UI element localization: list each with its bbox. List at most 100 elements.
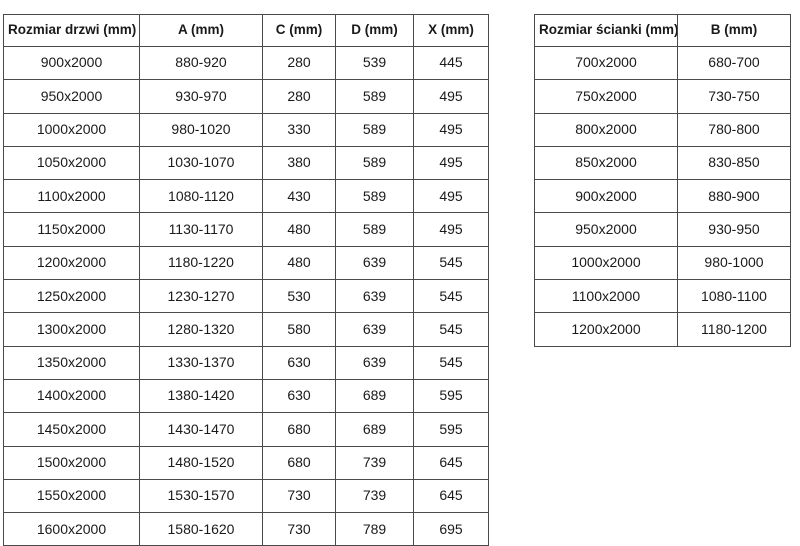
table-row: 850x2000 830-850 (534, 145, 791, 181)
doors-cell-r3-c0: 1050x2000 (3, 145, 140, 181)
wall-cell-r2-c0: 800x2000 (534, 112, 678, 147)
wall-cell-r5-c0: 950x2000 (534, 212, 678, 247)
doors-cell-r8-c3: 639 (335, 312, 414, 347)
table-row: 1100x2000 1080-1120 430 589 495 (3, 179, 489, 214)
table-row: 1150x2000 1130-1170 480 589 495 (3, 212, 489, 247)
wall-column-header-1: B (mm) (677, 14, 791, 47)
doors-cell-r9-c2: 630 (262, 345, 336, 380)
doors-cell-r9-c3: 639 (335, 345, 414, 380)
table-row: 1500x2000 1480-1520 680 739 645 (3, 445, 489, 480)
table-row: 1600x2000 1580-1620 730 789 695 (3, 512, 489, 546)
doors-cell-r13-c1: 1530-1570 (139, 478, 263, 514)
doors-cell-r9-c4: 545 (413, 345, 489, 380)
wall-cell-r3-c0: 850x2000 (534, 145, 678, 181)
doors-table-header: Rozmiar drzwi (mm) A (mm) C (mm) D (mm) X (m… (3, 14, 489, 47)
doors-cell-r5-c1: 1130-1170 (139, 212, 263, 247)
table-row: 1200x2000 1180-1220 480 639 545 (3, 245, 489, 281)
table-row: 800x2000 780-800 (534, 112, 791, 147)
doors-cell-r13-c2: 730 (262, 478, 336, 514)
doors-cell-r14-c1: 1580-1620 (139, 512, 263, 546)
doors-cell-r10-c2: 630 (262, 378, 336, 414)
doors-cell-r3-c4: 495 (413, 145, 489, 181)
doors-cell-r0-c4: 445 (413, 45, 489, 81)
doors-cell-r11-c4: 595 (413, 412, 489, 447)
doors-cell-r4-c3: 589 (335, 179, 414, 214)
doors-cell-r5-c0: 1150x2000 (3, 212, 140, 247)
doors-cell-r3-c1: 1030-1070 (139, 145, 263, 181)
doors-cell-r6-c3: 639 (335, 245, 414, 281)
wall-column-header-0: Rozmiar ścianki (mm) (534, 14, 678, 47)
table-row: 1000x2000 980-1000 (534, 245, 791, 281)
doors-cell-r1-c0: 950x2000 (3, 79, 140, 114)
table-row: 950x2000 930-970 280 589 495 (3, 79, 489, 114)
doors-cell-r4-c0: 1100x2000 (3, 179, 140, 214)
table-row: 900x2000 880-900 (534, 179, 791, 214)
table-row: 700x2000 680-700 (534, 45, 791, 81)
doors-cell-r14-c4: 695 (413, 512, 489, 546)
shower-door-size-table: Rozmiar drzwi (mm) A (mm) C (mm) D (mm) X (m… (3, 14, 489, 546)
doors-cell-r2-c3: 589 (335, 112, 414, 147)
doors-column-header-2: C (mm) (262, 14, 336, 47)
table-row: 1200x2000 1180-1200 (534, 312, 791, 347)
doors-cell-r10-c1: 1380-1420 (139, 378, 263, 414)
wall-cell-r7-c0: 1100x2000 (534, 279, 678, 314)
doors-cell-r6-c4: 545 (413, 245, 489, 281)
doors-cell-r7-c1: 1230-1270 (139, 279, 263, 314)
doors-cell-r3-c2: 380 (262, 145, 336, 181)
doors-cell-r10-c0: 1400x2000 (3, 378, 140, 414)
doors-cell-r1-c1: 930-970 (139, 79, 263, 114)
table-row: 950x2000 930-950 (534, 212, 791, 247)
table-row: 750x2000 730-750 (534, 79, 791, 114)
doors-cell-r10-c4: 595 (413, 378, 489, 414)
wall-cell-r6-c1: 980-1000 (677, 245, 791, 281)
doors-cell-r9-c1: 1330-1370 (139, 345, 263, 380)
table-row: 1400x2000 1380-1420 630 689 595 (3, 378, 489, 414)
table-row: 1250x2000 1230-1270 530 639 545 (3, 279, 489, 314)
doors-cell-r4-c1: 1080-1120 (139, 179, 263, 214)
wall-cell-r6-c0: 1000x2000 (534, 245, 678, 281)
doors-column-header-3: D (mm) (335, 14, 414, 47)
doors-cell-r10-c3: 689 (335, 378, 414, 414)
doors-cell-r7-c2: 530 (262, 279, 336, 314)
doors-cell-r0-c1: 880-920 (139, 45, 263, 81)
doors-cell-r6-c0: 1200x2000 (3, 245, 140, 281)
doors-cell-r2-c1: 980-1020 (139, 112, 263, 147)
doors-cell-r13-c4: 645 (413, 478, 489, 514)
doors-column-header-4: X (mm) (413, 14, 489, 47)
doors-cell-r8-c2: 580 (262, 312, 336, 347)
doors-cell-r14-c2: 730 (262, 512, 336, 546)
doors-cell-r11-c0: 1450x2000 (3, 412, 140, 447)
doors-cell-r0-c0: 900x2000 (3, 45, 140, 81)
doors-cell-r7-c0: 1250x2000 (3, 279, 140, 314)
doors-cell-r2-c0: 1000x2000 (3, 112, 140, 147)
doors-column-header-1: A (mm) (139, 14, 263, 47)
doors-cell-r1-c4: 495 (413, 79, 489, 114)
wall-cell-r4-c1: 880-900 (677, 179, 791, 214)
wall-table-body: 700x2000 680-700 750x2000 730-750 800x2000 78… (534, 45, 791, 347)
wall-cell-r0-c1: 680-700 (677, 45, 791, 81)
doors-cell-r5-c3: 589 (335, 212, 414, 247)
table-header-row: Rozmiar drzwi (mm) A (mm) C (mm) D (mm) X (m… (3, 14, 489, 47)
doors-cell-r8-c4: 545 (413, 312, 489, 347)
specification-tables-container: Rozmiar drzwi (mm) A (mm) C (mm) D (mm) X (m… (3, 14, 791, 546)
doors-cell-r8-c0: 1300x2000 (3, 312, 140, 347)
wall-cell-r0-c0: 700x2000 (534, 45, 678, 81)
doors-cell-r12-c0: 1500x2000 (3, 445, 140, 480)
wall-cell-r2-c1: 780-800 (677, 112, 791, 147)
doors-cell-r11-c3: 689 (335, 412, 414, 447)
doors-cell-r1-c3: 589 (335, 79, 414, 114)
doors-cell-r3-c3: 589 (335, 145, 414, 181)
doors-cell-r1-c2: 280 (262, 79, 336, 114)
shower-wall-size-table: Rozmiar ścianki (mm) B (mm) 700x2000 680-7… (534, 14, 791, 347)
wall-table-header: Rozmiar ścianki (mm) B (mm) (534, 14, 791, 47)
doors-cell-r0-c3: 539 (335, 45, 414, 81)
doors-cell-r12-c1: 1480-1520 (139, 445, 263, 480)
doors-cell-r14-c0: 1600x2000 (3, 512, 140, 546)
doors-column-header-0: Rozmiar drzwi (mm) (3, 14, 140, 47)
doors-cell-r4-c4: 495 (413, 179, 489, 214)
wall-cell-r1-c0: 750x2000 (534, 79, 678, 114)
doors-cell-r6-c2: 480 (262, 245, 336, 281)
doors-cell-r0-c2: 280 (262, 45, 336, 81)
wall-cell-r4-c0: 900x2000 (534, 179, 678, 214)
doors-cell-r6-c1: 1180-1220 (139, 245, 263, 281)
